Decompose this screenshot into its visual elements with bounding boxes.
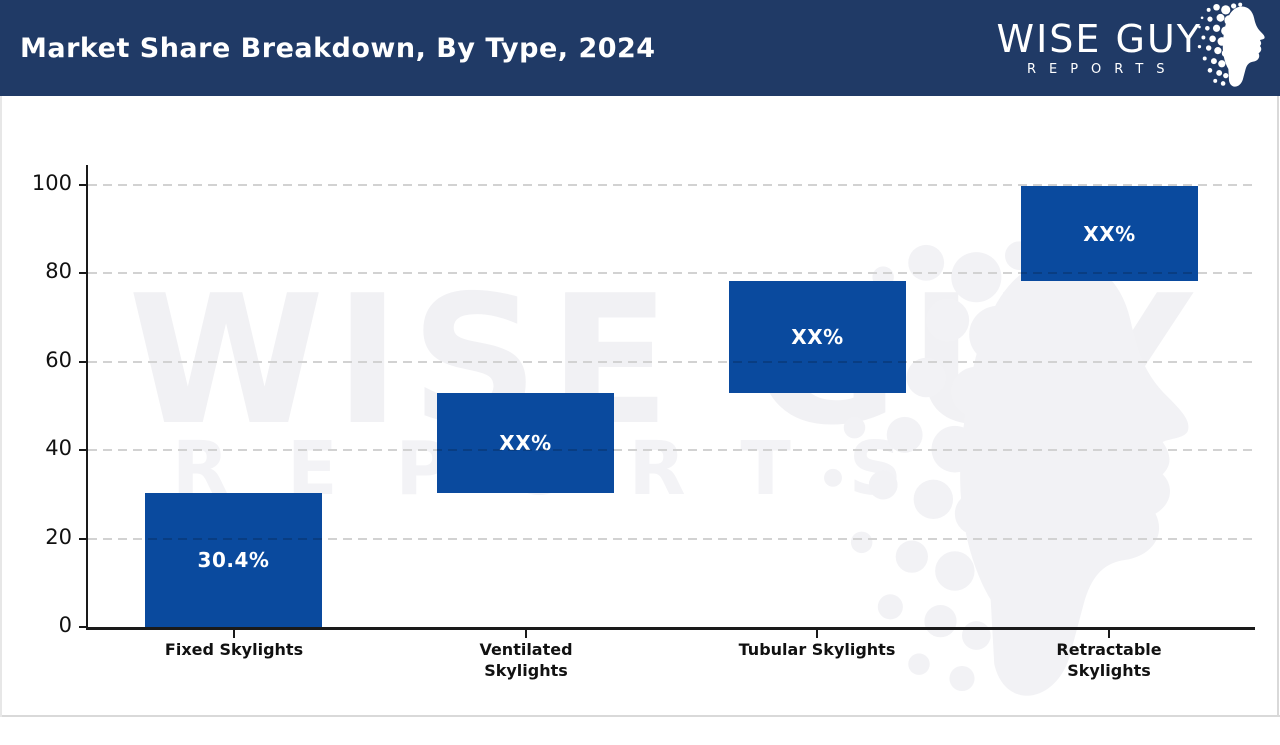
- y-tick-label: 40: [45, 436, 72, 461]
- waterfall-chart: 0 20 40 60 80 100 30.4% Fixed Skylights XX% Venti…: [31, 165, 1255, 680]
- bar: XX%: [1021, 185, 1198, 282]
- y-axis-tick: [79, 360, 88, 363]
- wiseguy-logo: WISE GUY REPORTS: [997, 0, 1274, 96]
- bar-value-label: XX%: [791, 325, 844, 350]
- y-axis-tick: [79, 449, 88, 452]
- bar: XX%: [437, 392, 614, 493]
- gridline: [88, 537, 1255, 540]
- x-axis-tick: [1108, 630, 1111, 638]
- logo-wordmark: WISE GUY: [996, 16, 1202, 61]
- y-tick-label: 20: [45, 524, 72, 549]
- x-axis-tick: [232, 630, 235, 638]
- y-axis-tick: [79, 272, 88, 275]
- category-label: Ventilated Skylights: [479, 640, 573, 680]
- bar: XX%: [729, 281, 906, 393]
- right-hairline: [1277, 96, 1279, 717]
- gridline: [88, 360, 1255, 363]
- gridline: [88, 272, 1255, 275]
- y-tick-label: 60: [45, 347, 72, 372]
- category-label: Tubular Skylights: [738, 640, 896, 659]
- x-axis-tick: [524, 630, 527, 638]
- y-tick-label: 80: [45, 259, 72, 284]
- y-tick-label: 0: [58, 613, 72, 637]
- x-axis-line: [86, 627, 1255, 630]
- category-label: Retractable Skylights: [1056, 640, 1162, 680]
- gridline: [88, 184, 1255, 186]
- bottom-hairline: [0, 715, 1280, 717]
- dotted-head-icon: [1197, 2, 1265, 87]
- bar-value-label: 30.4%: [197, 547, 270, 572]
- page-title: Market Share Breakdown, By Type, 2024: [20, 32, 656, 64]
- left-hairline: [0, 96, 2, 717]
- gridline: [88, 449, 1255, 452]
- x-axis-tick: [816, 630, 819, 638]
- y-tick-label: 100: [31, 171, 72, 195]
- category-label: Fixed Skylights: [164, 640, 304, 659]
- y-axis-line: [86, 165, 88, 629]
- y-axis-tick: [79, 184, 88, 186]
- bar-value-label: XX%: [1083, 221, 1136, 246]
- y-axis-tick: [79, 626, 88, 628]
- y-axis-tick: [79, 537, 88, 540]
- bar: 30.4%: [145, 492, 322, 627]
- logo-subtext: REPORTS: [1026, 61, 1178, 77]
- header: Market Share Breakdown, By Type, 2024 WI…: [0, 0, 1280, 96]
